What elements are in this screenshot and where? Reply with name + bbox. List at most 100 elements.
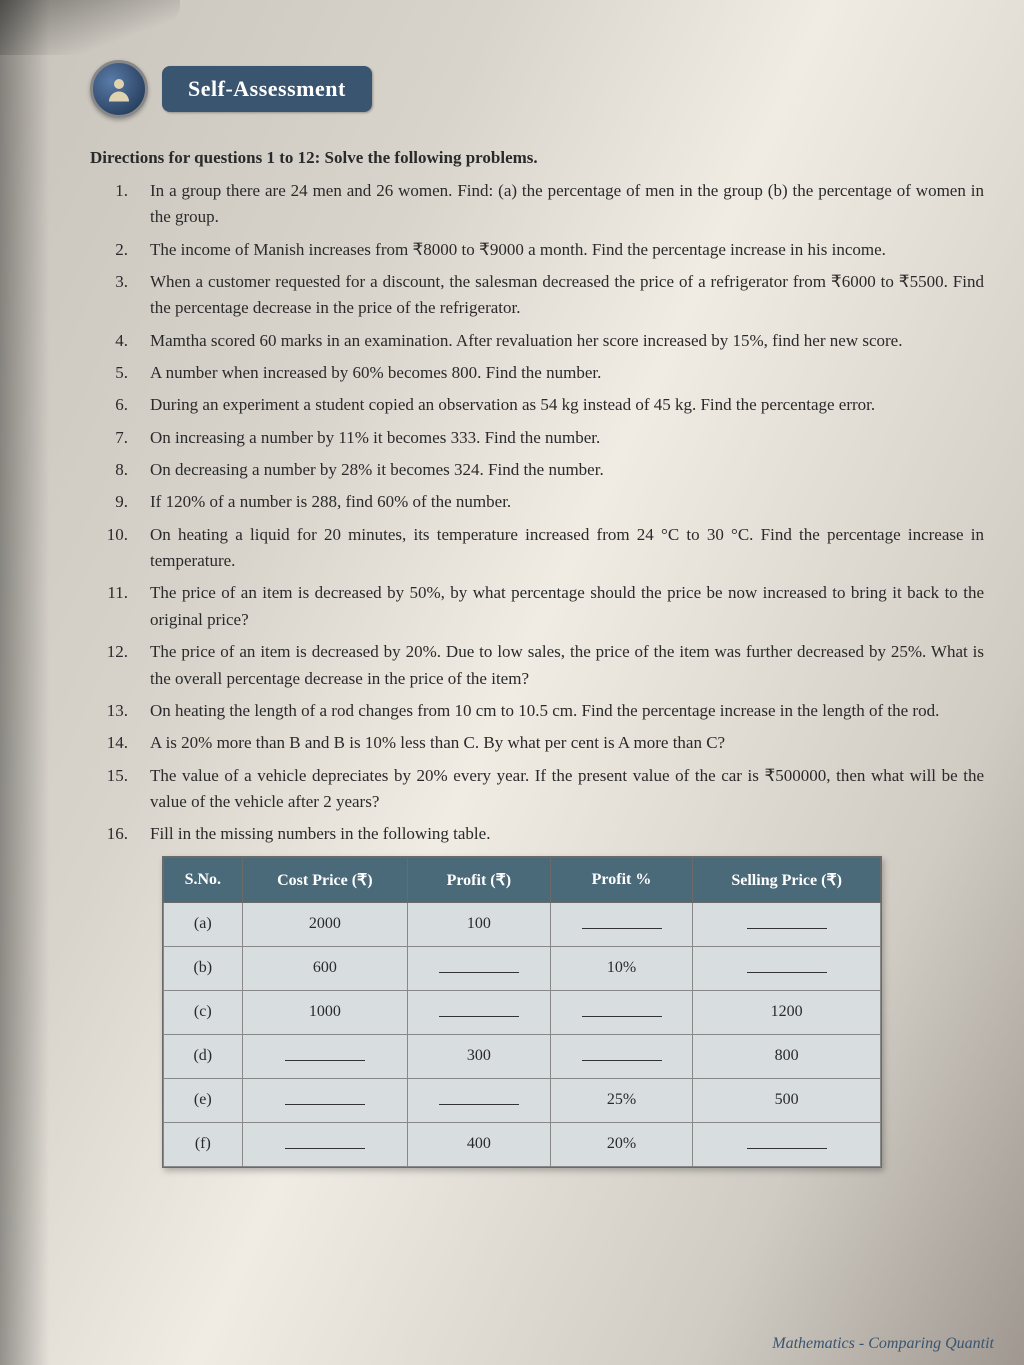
table-cell: 2000 bbox=[242, 902, 407, 946]
table-cell: 100 bbox=[408, 902, 551, 946]
table-header: Cost Price (₹) bbox=[242, 857, 407, 902]
question-text: In a group there are 24 men and 26 women… bbox=[150, 178, 994, 231]
question-number: 6. bbox=[100, 392, 150, 418]
table-row: (c)1000 1200 bbox=[164, 990, 881, 1034]
question-text: If 120% of a number is 288, find 60% of … bbox=[150, 489, 994, 515]
question-item: 9.If 120% of a number is 288, find 60% o… bbox=[100, 489, 994, 515]
question-number: 8. bbox=[100, 457, 150, 483]
blank-field bbox=[285, 1091, 365, 1105]
question-item: 16.Fill in the missing numbers in the fo… bbox=[100, 821, 994, 847]
blank-field bbox=[439, 1091, 519, 1105]
question-number: 14. bbox=[100, 730, 150, 756]
table-cell: (c) bbox=[164, 990, 243, 1034]
question-text: The income of Manish increases from ₹800… bbox=[150, 237, 994, 263]
table-cell: (b) bbox=[164, 946, 243, 990]
blank-field bbox=[285, 1047, 365, 1061]
question-number: 1. bbox=[100, 178, 150, 231]
table-cell: 400 bbox=[408, 1122, 551, 1166]
blank-field bbox=[747, 959, 827, 973]
question-number: 7. bbox=[100, 425, 150, 451]
table-cell bbox=[408, 990, 551, 1034]
question-item: 5.A number when increased by 60% becomes… bbox=[100, 360, 994, 386]
question-number: 11. bbox=[100, 580, 150, 633]
question-item: 8.On decreasing a number by 28% it becom… bbox=[100, 457, 994, 483]
question-number: 3. bbox=[100, 269, 150, 322]
blank-field bbox=[747, 1135, 827, 1149]
table-row: (b)60010% bbox=[164, 946, 881, 990]
table-cell: (d) bbox=[164, 1034, 243, 1078]
table-cell bbox=[408, 946, 551, 990]
question-item: 2.The income of Manish increases from ₹8… bbox=[100, 237, 994, 263]
table-container: S.No.Cost Price (₹)Profit (₹)Profit %Sel… bbox=[162, 856, 882, 1168]
table-header: Profit % bbox=[550, 857, 693, 902]
question-text: Mamtha scored 60 marks in an examination… bbox=[150, 328, 994, 354]
question-number: 10. bbox=[100, 522, 150, 575]
question-text: During an experiment a student copied an… bbox=[150, 392, 994, 418]
question-text: On increasing a number by 11% it becomes… bbox=[150, 425, 994, 451]
table-cell: 600 bbox=[242, 946, 407, 990]
question-item: 6.During an experiment a student copied … bbox=[100, 392, 994, 418]
table-header: Selling Price (₹) bbox=[693, 857, 881, 902]
question-text: On heating the length of a rod changes f… bbox=[150, 698, 994, 724]
table-cell bbox=[242, 1122, 407, 1166]
question-text: When a customer requested for a discount… bbox=[150, 269, 994, 322]
question-number: 5. bbox=[100, 360, 150, 386]
profit-table: S.No.Cost Price (₹)Profit (₹)Profit %Sel… bbox=[163, 857, 881, 1167]
question-item: 15.The value of a vehicle depreciates by… bbox=[100, 763, 994, 816]
table-cell: 1200 bbox=[693, 990, 881, 1034]
question-text: A is 20% more than B and B is 10% less t… bbox=[150, 730, 994, 756]
question-text: Fill in the missing numbers in the follo… bbox=[150, 821, 994, 847]
table-header: S.No. bbox=[164, 857, 243, 902]
table-cell bbox=[242, 1078, 407, 1122]
question-item: 14.A is 20% more than B and B is 10% les… bbox=[100, 730, 994, 756]
question-item: 7.On increasing a number by 11% it becom… bbox=[100, 425, 994, 451]
question-list: 1.In a group there are 24 men and 26 wom… bbox=[100, 178, 994, 848]
question-item: 12.The price of an item is decreased by … bbox=[100, 639, 994, 692]
question-number: 16. bbox=[100, 821, 150, 847]
table-cell: (a) bbox=[164, 902, 243, 946]
table-cell: 800 bbox=[693, 1034, 881, 1078]
table-cell bbox=[693, 946, 881, 990]
table-cell: (e) bbox=[164, 1078, 243, 1122]
question-item: 4.Mamtha scored 60 marks in an examinati… bbox=[100, 328, 994, 354]
blank-field bbox=[439, 1003, 519, 1017]
table-cell: (f) bbox=[164, 1122, 243, 1166]
table-row: (a)2000100 bbox=[164, 902, 881, 946]
table-cell bbox=[550, 902, 693, 946]
section-header: Self-Assessment bbox=[90, 60, 994, 118]
table-cell bbox=[550, 1034, 693, 1078]
table-row: (e)25%500 bbox=[164, 1078, 881, 1122]
question-number: 12. bbox=[100, 639, 150, 692]
question-text: The value of a vehicle depreciates by 20… bbox=[150, 763, 994, 816]
question-number: 15. bbox=[100, 763, 150, 816]
section-title: Self-Assessment bbox=[162, 66, 372, 112]
table-cell: 300 bbox=[408, 1034, 551, 1078]
question-number: 4. bbox=[100, 328, 150, 354]
question-text: A number when increased by 60% becomes 8… bbox=[150, 360, 994, 386]
blank-field bbox=[582, 1047, 662, 1061]
table-header: Profit (₹) bbox=[408, 857, 551, 902]
question-item: 13.On heating the length of a rod change… bbox=[100, 698, 994, 724]
question-item: 3.When a customer requested for a discou… bbox=[100, 269, 994, 322]
blank-field bbox=[582, 915, 662, 929]
question-item: 1.In a group there are 24 men and 26 wom… bbox=[100, 178, 994, 231]
table-row: (d) 300 800 bbox=[164, 1034, 881, 1078]
question-number: 2. bbox=[100, 237, 150, 263]
page-footer: Mathematics - Comparing Quantit bbox=[772, 1335, 994, 1353]
table-cell: 1000 bbox=[242, 990, 407, 1034]
blank-field bbox=[747, 915, 827, 929]
question-text: On decreasing a number by 28% it becomes… bbox=[150, 457, 994, 483]
table-cell bbox=[693, 1122, 881, 1166]
question-number: 13. bbox=[100, 698, 150, 724]
table-cell bbox=[693, 902, 881, 946]
question-text: The price of an item is decreased by 20%… bbox=[150, 639, 994, 692]
table-cell bbox=[242, 1034, 407, 1078]
question-text: On heating a liquid for 20 minutes, its … bbox=[150, 522, 994, 575]
question-item: 10.On heating a liquid for 20 minutes, i… bbox=[100, 522, 994, 575]
table-cell: 20% bbox=[550, 1122, 693, 1166]
table-cell bbox=[408, 1078, 551, 1122]
question-number: 9. bbox=[100, 489, 150, 515]
question-text: The price of an item is decreased by 50%… bbox=[150, 580, 994, 633]
table-cell bbox=[550, 990, 693, 1034]
page-content: Self-Assessment Directions for questions… bbox=[0, 0, 1024, 1188]
